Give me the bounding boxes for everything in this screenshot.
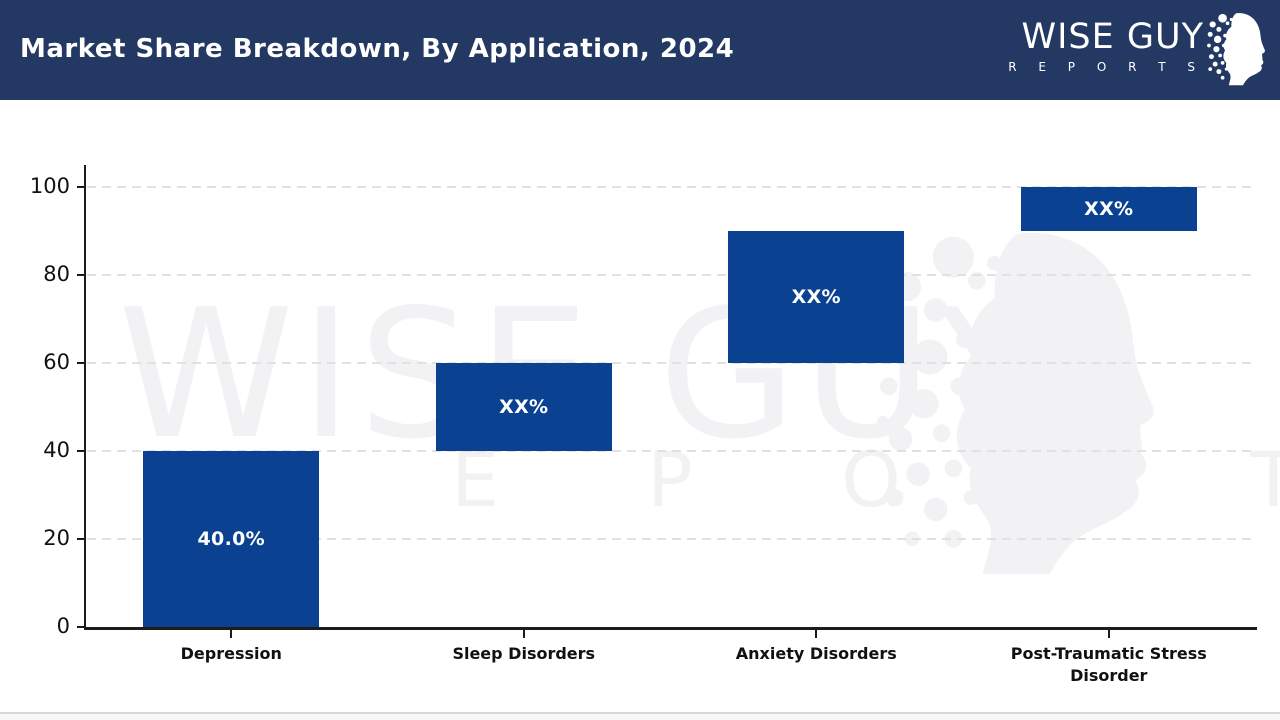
x-tick (522, 630, 525, 638)
y-tick (77, 450, 85, 452)
y-axis (84, 165, 86, 630)
y-tick-label: 20 (43, 526, 70, 550)
brand-logo-text: WISE GUY R E P O R T S (1008, 17, 1204, 75)
x-axis-label-depression: Depression (180, 644, 282, 663)
bar-post-traumatic-stress-disorder: XX% (1020, 187, 1197, 231)
y-tick-label: 60 (43, 350, 70, 374)
bar-sleep-disorders: XX% (435, 363, 612, 451)
bar-value-label: XX% (499, 396, 549, 418)
y-tick-label: 0 (56, 614, 70, 638)
brand-face-icon (1207, 13, 1265, 86)
y-tick (77, 538, 85, 540)
x-axis-label-post-traumatic-stress-disorder: Post-Traumatic Stress Disorder (1010, 644, 1207, 685)
y-tick-label: 100 (29, 174, 70, 198)
brand-logo-name: WISE GUY (1021, 17, 1204, 57)
y-tick-label: 80 (43, 262, 70, 286)
y-tick (77, 274, 85, 276)
gridline (87, 362, 1255, 364)
x-tick (230, 630, 233, 638)
y-tick (77, 362, 85, 364)
plot-area: 0 20 40 60 80 100 40.0% Depression XX% Sleep Diso… (0, 100, 1280, 720)
brand-logo-subtitle: R E P O R T S (1008, 60, 1204, 74)
x-axis-label-anxiety-disorders: Anxiety Disorders (735, 644, 897, 663)
x-tick (1107, 630, 1110, 638)
gridline (87, 186, 1255, 188)
watermark-face-icon (877, 232, 1154, 574)
y-tick-label: 40 (43, 438, 70, 462)
bar-value-label: 40.0% (197, 528, 265, 550)
bar-depression: 40.0% (143, 451, 320, 627)
page-title: Market Share Breakdown, By Application, … (20, 34, 735, 64)
gridline (87, 450, 1255, 452)
footer-strip (0, 712, 1280, 720)
bar-value-label: XX% (791, 286, 841, 308)
bar-anxiety-disorders: XX% (728, 231, 905, 363)
x-tick (815, 630, 818, 638)
brand-logo: WISE GUY R E P O R T S (1008, 4, 1266, 96)
x-axis-label-sleep-disorders: Sleep Disorders (452, 644, 596, 663)
gridline (87, 274, 1255, 276)
bar-value-label: XX% (1084, 198, 1134, 220)
y-tick (77, 626, 85, 628)
header-bar: Market Share Breakdown, By Application, … (0, 0, 1280, 100)
x-axis (84, 627, 1257, 630)
gridline (87, 538, 1255, 540)
y-tick (77, 186, 85, 188)
